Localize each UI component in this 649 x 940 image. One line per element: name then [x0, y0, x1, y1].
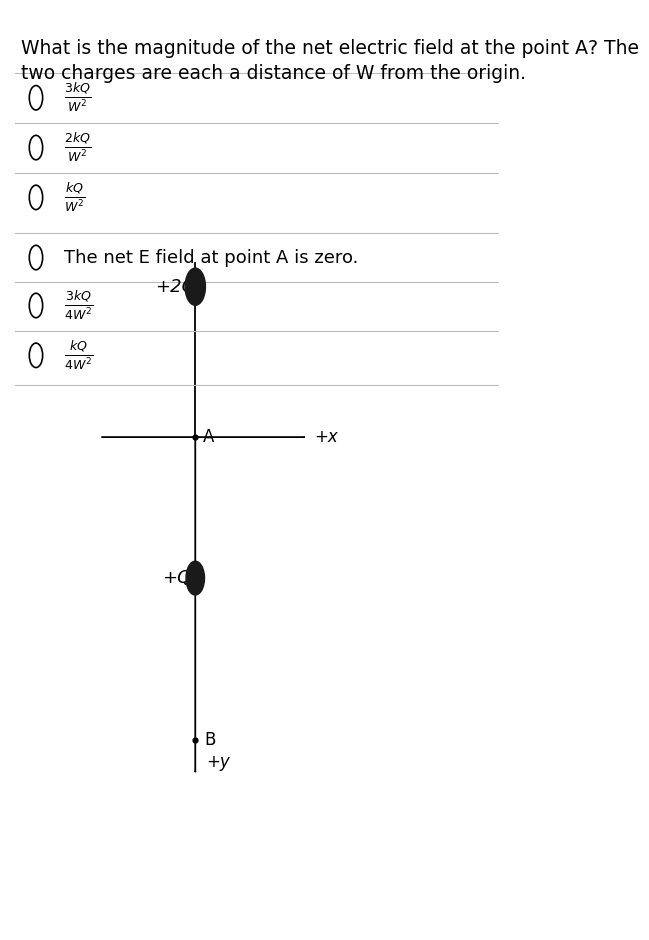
- Text: B: B: [204, 730, 216, 749]
- Text: $\frac{3kQ}{W^2}$: $\frac{3kQ}{W^2}$: [64, 82, 92, 114]
- Text: $\frac{kQ}{W^2}$: $\frac{kQ}{W^2}$: [64, 181, 86, 213]
- Text: $\frac{2kQ}{W^2}$: $\frac{2kQ}{W^2}$: [64, 132, 92, 164]
- Text: What is the magnitude of the net electric field at the point A? The: What is the magnitude of the net electri…: [21, 39, 639, 58]
- Text: $\frac{kQ}{4W^2}$: $\frac{kQ}{4W^2}$: [64, 339, 93, 371]
- Circle shape: [186, 561, 204, 595]
- Text: +Q: +Q: [162, 569, 191, 588]
- Text: +y: +y: [206, 753, 230, 771]
- Text: two charges are each a distance of W from the origin.: two charges are each a distance of W fro…: [21, 64, 526, 83]
- Text: A: A: [203, 428, 214, 446]
- Text: +2Q: +2Q: [155, 277, 196, 296]
- Circle shape: [185, 268, 206, 306]
- Text: $\frac{3kQ}{4W^2}$: $\frac{3kQ}{4W^2}$: [64, 290, 93, 321]
- Text: +x: +x: [315, 428, 338, 446]
- Text: The net E field at point A is zero.: The net E field at point A is zero.: [64, 248, 359, 267]
